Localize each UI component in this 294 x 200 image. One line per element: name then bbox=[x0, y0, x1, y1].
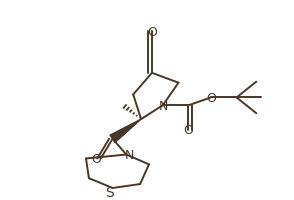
Text: O: O bbox=[206, 91, 216, 104]
Text: O: O bbox=[147, 26, 157, 39]
Text: O: O bbox=[91, 152, 101, 165]
Polygon shape bbox=[110, 119, 141, 143]
Text: O: O bbox=[183, 124, 193, 137]
Text: N: N bbox=[159, 99, 168, 112]
Text: N: N bbox=[125, 148, 134, 161]
Text: S: S bbox=[105, 185, 114, 199]
